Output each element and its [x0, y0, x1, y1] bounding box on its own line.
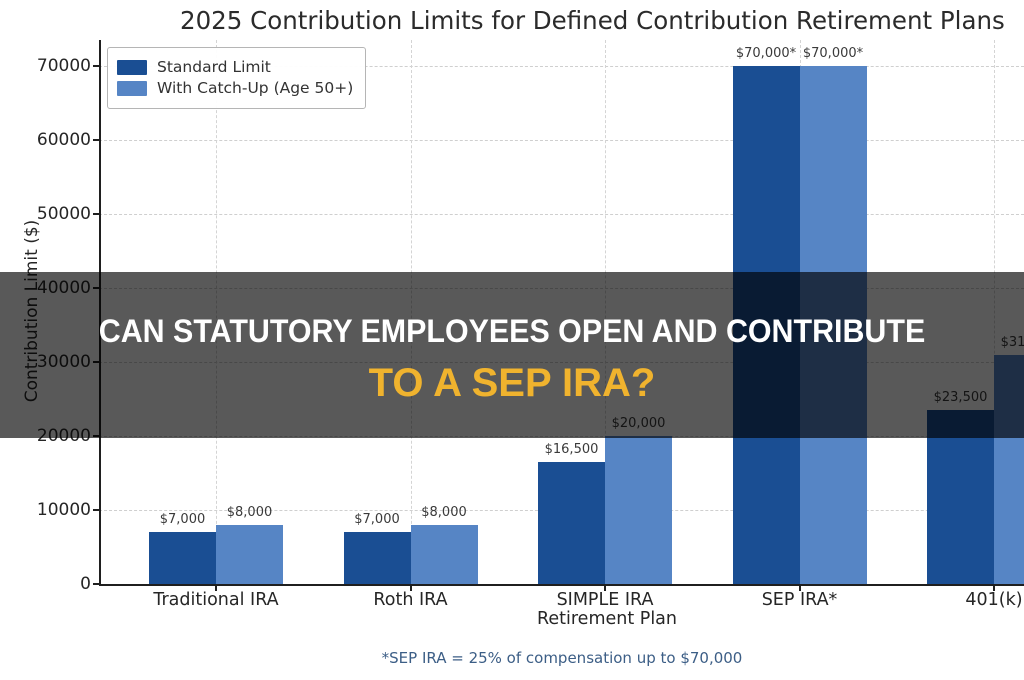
x-axis-tick	[798, 586, 801, 591]
bar-value-label: $8,000	[226, 504, 273, 520]
bar-standard	[538, 461, 605, 584]
legend-swatch-standard	[117, 59, 147, 75]
x-axis-tick	[409, 586, 412, 591]
bar-value-label: $70,000*	[802, 46, 864, 61]
y-axis-tick	[93, 213, 99, 215]
legend-item-standard: Standard Limit	[117, 58, 353, 76]
grid-line-horizontal	[99, 66, 1024, 67]
y-tick-label: 60000	[36, 130, 91, 150]
legend-label-standard: Standard Limit	[157, 58, 271, 76]
overlay-banner: CAN STATUTORY EMPLOYEES OPEN AND CONTRIB…	[0, 272, 1024, 438]
bar-value-label: $70,000*	[735, 46, 797, 61]
y-tick-label: 0	[80, 574, 91, 594]
legend: Standard Limit With Catch-Up (Age 50+)	[107, 47, 367, 109]
chart-footnote: *SEP IRA = 25% of compensation up to $70…	[381, 649, 743, 667]
y-tick-label: 10000	[36, 500, 91, 520]
y-axis-tick	[93, 583, 99, 585]
y-tick-label: 70000	[36, 56, 91, 76]
bar-catchup	[216, 524, 283, 584]
x-tick-label: Traditional IRA	[153, 590, 279, 610]
bar-value-label: $7,000	[159, 512, 206, 528]
x-axis-label: Retirement Plan	[537, 609, 677, 629]
x-axis-tick	[993, 586, 995, 591]
y-tick-label: 50000	[36, 204, 91, 224]
bar-standard	[149, 532, 216, 584]
bar-standard	[343, 532, 411, 584]
grid-line-horizontal	[99, 214, 1024, 215]
chart-title: 2025 Contribution Limits for Defined Con…	[180, 6, 1005, 35]
bar-catchup	[605, 436, 672, 584]
x-tick-label: SEP IRA*	[761, 590, 838, 610]
y-axis-tick	[93, 65, 99, 67]
x-tick-label: 401(k)	[965, 590, 1023, 610]
x-tick-label: SIMPLE IRA	[556, 590, 654, 610]
x-tick-label: Roth IRA	[373, 590, 448, 610]
x-axis-tick	[604, 586, 606, 591]
banner-subtitle: TO A SEP IRA?	[368, 361, 656, 405]
y-axis-tick	[93, 509, 99, 511]
bar-value-label: $8,000	[421, 504, 467, 520]
x-axis-tick	[215, 586, 217, 591]
bar-standard	[927, 410, 994, 584]
grid-line-horizontal	[99, 140, 1024, 141]
legend-label-catchup: With Catch-Up (Age 50+)	[157, 79, 354, 97]
legend-swatch-catchup	[117, 80, 147, 96]
legend-item-catchup: With Catch-Up (Age 50+)	[117, 79, 353, 97]
bar-catchup	[410, 524, 478, 584]
x-axis-spine	[99, 584, 1024, 586]
bar-value-label: $7,000	[354, 512, 400, 528]
bar-value-label: $16,500	[544, 441, 599, 457]
y-axis-tick	[93, 139, 99, 141]
banner-title: CAN STATUTORY EMPLOYEES OPEN AND CONTRIB…	[98, 313, 926, 349]
